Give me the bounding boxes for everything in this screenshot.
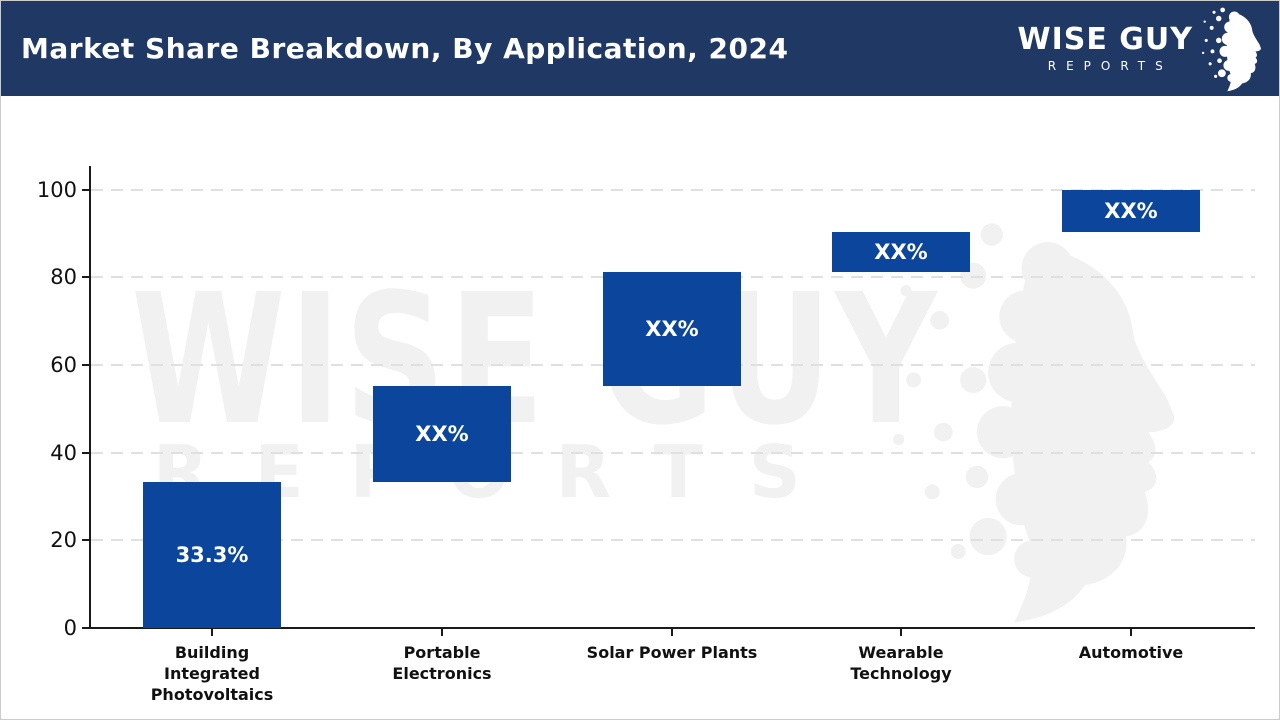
bar-value-label: XX%	[874, 240, 928, 265]
x-tick-mark	[900, 629, 902, 636]
logo-text: WISE GUY REPORTS	[1017, 23, 1193, 75]
y-tick-label: 80	[50, 265, 77, 290]
x-category-label: Portable Electronics	[392, 643, 492, 683]
x-tick-mark	[1130, 629, 1132, 636]
x-category-label: Wearable Technology	[850, 643, 952, 683]
wise-guy-reports-logo: WISE GUY REPORTS	[1017, 6, 1273, 92]
waterfall-bar-segment: 33.3%	[143, 481, 281, 628]
x-axis-line	[89, 627, 1255, 629]
x-category-label: Building Integrated Photovoltaics	[150, 643, 274, 704]
x-tick-mark	[211, 629, 213, 636]
x-tick-mark	[671, 629, 673, 636]
page-title: Market Share Breakdown, By Application, …	[21, 32, 789, 65]
x-category-label: Solar Power Plants	[586, 643, 758, 662]
gridline-y20	[91, 539, 1255, 542]
y-tick-mark	[82, 539, 89, 542]
y-tick-label: 60	[50, 352, 77, 377]
x-category-label: Automotive	[1078, 643, 1184, 662]
y-tick-mark	[82, 451, 89, 454]
y-tick-mark	[82, 627, 89, 629]
waterfall-bar-segment: XX%	[1062, 189, 1200, 233]
bar-value-label: XX%	[415, 421, 469, 446]
bar-value-label: XX%	[645, 316, 699, 341]
wise-guy-head-icon	[1201, 7, 1261, 92]
gridline-y40	[91, 451, 1255, 454]
y-tick-label: 100	[36, 177, 77, 202]
logo-wordmark: WISE GUY	[1017, 22, 1193, 57]
waterfall-bar-segment: XX%	[603, 271, 741, 386]
y-tick-label: 40	[50, 440, 77, 465]
bar-value-label: XX%	[1104, 198, 1158, 223]
gridline-y100	[91, 188, 1255, 191]
header-bar: Market Share Breakdown, By Application, …	[1, 1, 1279, 96]
logo-subtext: REPORTS	[1047, 59, 1173, 73]
y-tick-mark	[82, 188, 89, 191]
waterfall-bar-segment: XX%	[832, 232, 970, 272]
y-tick-label: 20	[50, 528, 77, 553]
waterfall-bar-segment: XX%	[373, 385, 511, 482]
y-tick-mark	[82, 276, 89, 279]
bar-value-label: 33.3%	[175, 542, 249, 567]
y-tick-label: 0	[63, 616, 77, 640]
y-axis-line	[89, 166, 91, 629]
x-tick-mark	[441, 629, 443, 636]
y-tick-mark	[82, 363, 89, 366]
